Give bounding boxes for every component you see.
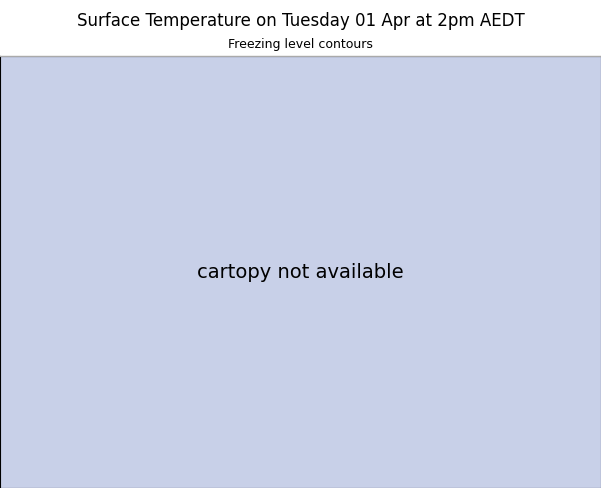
Text: Freezing level contours: Freezing level contours	[228, 38, 373, 51]
Text: Surface Temperature on Tuesday 01 Apr at 2pm AEDT: Surface Temperature on Tuesday 01 Apr at…	[76, 12, 525, 30]
Text: cartopy not available: cartopy not available	[197, 263, 404, 282]
